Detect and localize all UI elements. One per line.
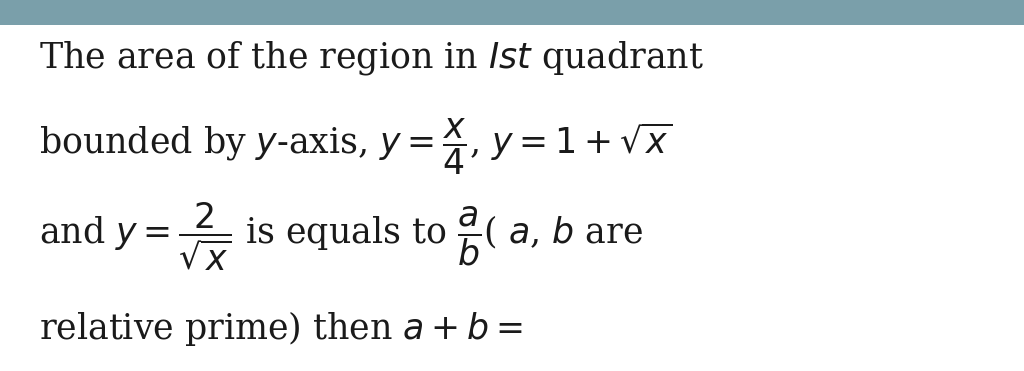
Text: relative prime) then $a + b =$: relative prime) then $a + b =$ — [39, 309, 523, 348]
Text: bounded by $y$-axis, $y = \dfrac{x}{4}$, $y = 1 + \sqrt{x}$: bounded by $y$-axis, $y = \dfrac{x}{4}$,… — [39, 116, 673, 177]
Bar — [0, 0, 1024, 25]
Text: and $y = \dfrac{2}{\sqrt{x}}$ is equals to $\dfrac{a}{b}$( $a$, $b$ are: and $y = \dfrac{2}{\sqrt{x}}$ is equals … — [39, 200, 643, 272]
Text: The area of the region in $\mathit{Ist}$ quadrant: The area of the region in $\mathit{Ist}$… — [39, 39, 703, 76]
